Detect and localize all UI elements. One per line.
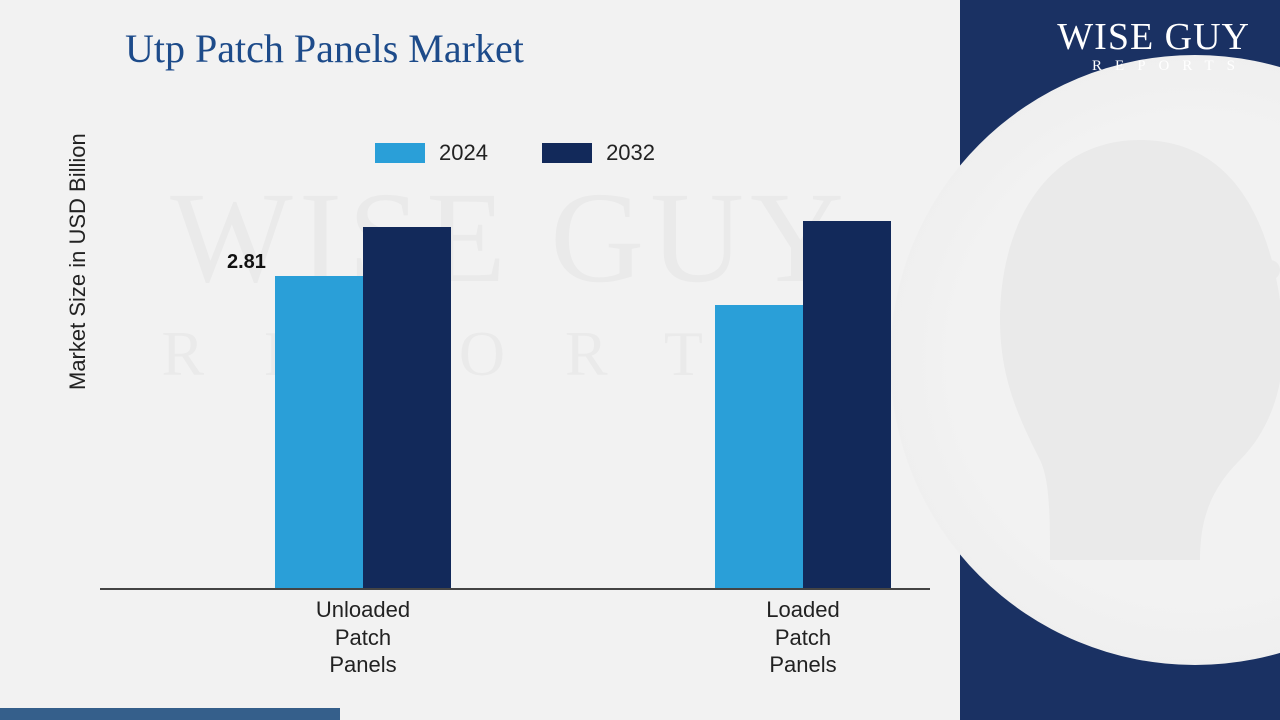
decorative-circle (890, 55, 1280, 665)
bar (803, 221, 891, 588)
bar-group (715, 221, 891, 588)
y-axis-label: Market Size in USD Billion (65, 133, 91, 390)
category-label-loaded: LoadedPatchPanels (733, 596, 873, 679)
legend-item-2032: 2032 (542, 140, 655, 166)
legend-swatch-2024 (375, 143, 425, 163)
legend-swatch-2032 (542, 143, 592, 163)
legend: 2024 2032 (100, 140, 930, 169)
category-label-unloaded: UnloadedPatchPanels (293, 596, 433, 679)
brand-logo: WISE GUY REPORTS (1057, 18, 1250, 75)
legend-label-2024: 2024 (439, 140, 488, 166)
chart-area: 2024 2032 2.81 UnloadedPatchPanels Loade… (100, 140, 930, 660)
logo-main-text: WISE GUY (1057, 18, 1250, 56)
bar (715, 305, 803, 588)
bar (363, 227, 451, 588)
bar (275, 276, 363, 588)
bottom-accent-bar (0, 708, 340, 720)
logo-sub-text: REPORTS (1057, 58, 1248, 75)
page-root: WISE GUY REPORTS Utp Patch Panels Market… (0, 0, 1280, 720)
legend-item-2024: 2024 (375, 140, 488, 166)
chart-title: Utp Patch Panels Market (125, 25, 524, 72)
legend-label-2032: 2032 (606, 140, 655, 166)
plot-area: 2.81 (100, 190, 930, 590)
bar-value-label: 2.81 (227, 251, 266, 274)
bar-group (275, 227, 451, 588)
